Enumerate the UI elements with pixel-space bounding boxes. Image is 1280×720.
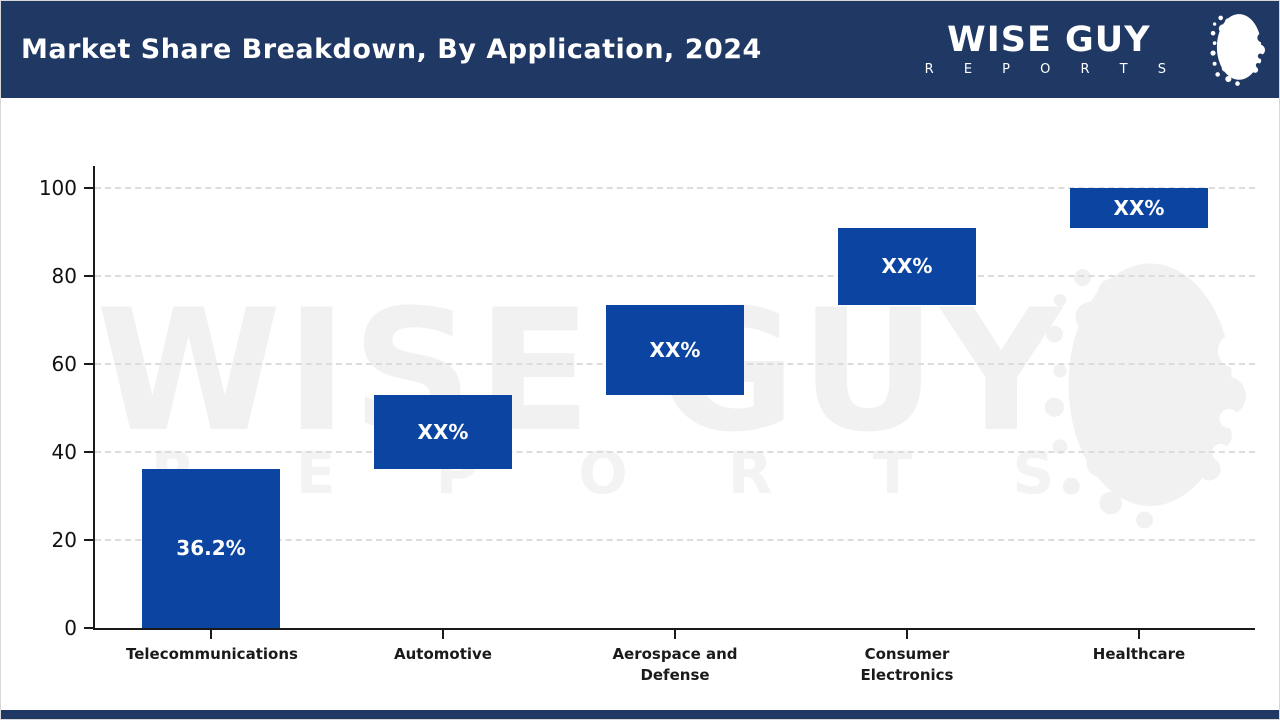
y-tick-80 <box>84 275 93 277</box>
bar-healthcare: XX% <box>1070 188 1208 229</box>
footer-bar <box>1 710 1279 719</box>
bar-value-label: XX% <box>1113 196 1165 221</box>
x-category-label: Healthcare <box>1092 645 1186 663</box>
x-category-label: Aerospace and Defense <box>612 645 738 684</box>
bar-consumer-electronics: XX% <box>838 228 976 305</box>
bar-value-label: XX% <box>881 254 933 279</box>
y-tick-60 <box>84 363 93 365</box>
wise-guy-reports-logo: WISE GUY R E P O R T S <box>919 7 1265 93</box>
logo-text: WISE GUY R E P O R T S <box>919 20 1179 77</box>
x-tick-5 <box>1138 630 1140 639</box>
y-tick-40 <box>84 451 93 453</box>
y-tick-label-60: 60 <box>51 352 77 376</box>
bar-automotive: XX% <box>374 395 512 469</box>
y-tick-0 <box>84 627 93 629</box>
bar-value-label: XX% <box>417 420 469 444</box>
x-tick-3 <box>674 630 676 639</box>
gridline-40 <box>95 451 1255 453</box>
plot-area: 0 20 40 60 80 100 36.2% Telecommunications XX% Au… <box>39 166 1255 684</box>
watermark-dotted-head-icon <box>1044 263 1246 529</box>
y-tick-100 <box>84 187 93 189</box>
bar-telecommunications: 36.2% <box>142 468 280 628</box>
y-tick-label-40: 40 <box>51 440 77 464</box>
logo-wordmark: WISE GUY <box>947 20 1151 60</box>
x-tick-4 <box>906 630 908 639</box>
logo-dotted-head-icon <box>1210 13 1265 86</box>
y-tick-label-80: 80 <box>51 264 77 288</box>
gridline-80 <box>95 275 1255 277</box>
x-tick-1 <box>210 630 212 639</box>
y-tick-20 <box>84 539 93 541</box>
x-category-label: Automotive <box>394 645 492 663</box>
y-tick-label-0: 0 <box>64 616 77 640</box>
bar-value-label: XX% <box>649 337 701 362</box>
watermark-wordmark: WISE GUY <box>96 273 1067 469</box>
gridline-20 <box>95 539 1255 541</box>
x-category-label: Consumer Electronics <box>860 645 954 684</box>
logo-subtitle: R E P O R T S <box>924 62 1179 77</box>
x-category-label: Telecommunications <box>126 645 298 663</box>
header-bar: Market Share Breakdown, By Application, … <box>1 1 1279 98</box>
bar-value-label: 36.2% <box>176 536 246 561</box>
y-tick-label-100: 100 <box>38 176 77 200</box>
gridline-100 <box>95 187 1255 189</box>
x-tick-2 <box>442 630 444 639</box>
watermark-subtitle: R E P O R T S <box>151 439 1095 507</box>
page-title: Market Share Breakdown, By Application, … <box>21 34 762 65</box>
y-tick-label-20: 20 <box>51 528 77 552</box>
bar-aerospace-and-defense: XX% <box>606 304 744 396</box>
